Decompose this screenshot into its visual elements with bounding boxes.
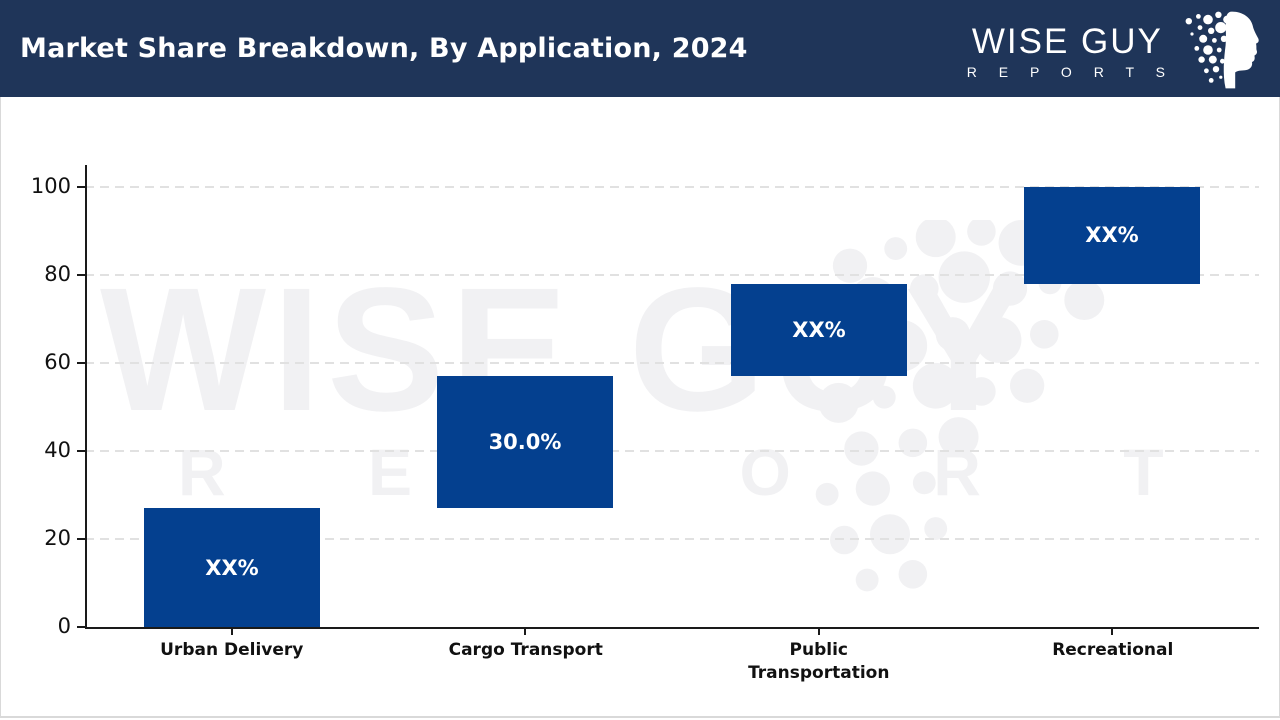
x-category-label-public-transportation: Public Transportation xyxy=(748,640,890,683)
brand-head-icon xyxy=(1176,10,1264,94)
y-tick-40 xyxy=(77,450,85,452)
gridline-60 xyxy=(85,362,1259,364)
bar-value-label: XX% xyxy=(1085,223,1139,248)
gridline-100 xyxy=(85,186,1259,188)
page-title: Market Share Breakdown, By Application, … xyxy=(20,33,748,64)
y-axis-line xyxy=(85,165,87,629)
x-axis-line xyxy=(85,627,1259,629)
y-tick-label-100: 100 xyxy=(30,174,71,198)
y-tick-label-20: 20 xyxy=(44,526,71,550)
bar-value-label: XX% xyxy=(205,555,259,580)
header: Market Share Breakdown, By Application, … xyxy=(0,0,1280,97)
brand-name: WISE GUY xyxy=(971,22,1163,61)
y-tick-0 xyxy=(77,626,85,628)
x-tick-recreational xyxy=(1111,627,1114,635)
x-tick-public-transportation xyxy=(817,627,820,635)
x-category-label-cargo-transport: Cargo Transport xyxy=(448,640,603,660)
bar-urban-delivery: XX% xyxy=(144,508,320,627)
y-tick-20 xyxy=(77,538,85,540)
bar-cargo-transport: 30.0% xyxy=(437,376,613,509)
y-tick-label-0: 0 xyxy=(57,614,71,638)
gridline-80 xyxy=(85,274,1259,276)
y-tick-80 xyxy=(77,274,85,276)
x-category-label-recreational: Recreational xyxy=(1052,640,1174,660)
x-category-label-urban-delivery: Urban Delivery xyxy=(160,640,304,660)
x-tick-cargo-transport xyxy=(524,627,527,635)
bar-public-transportation: XX% xyxy=(731,283,907,377)
y-tick-label-60: 60 xyxy=(44,350,71,374)
y-tick-60 xyxy=(77,362,85,364)
brand-text: WISE GUY R E P O R T S xyxy=(961,23,1174,81)
y-tick-100 xyxy=(77,186,85,188)
brand-tagline: R E P O R T S xyxy=(966,64,1174,80)
brand-logo: WISE GUY R E P O R T S xyxy=(961,10,1264,94)
bar-value-label: XX% xyxy=(792,317,846,342)
gridline-40 xyxy=(85,450,1259,452)
gridline-20 xyxy=(85,538,1259,540)
y-tick-label-80: 80 xyxy=(44,262,71,286)
bar-value-label: 30.0% xyxy=(488,430,562,455)
bar-recreational: XX% xyxy=(1024,187,1200,284)
watermark-brand-tagline: R E P O R T S xyxy=(178,435,1280,509)
x-tick-urban-delivery xyxy=(230,627,233,635)
y-tick-label-40: 40 xyxy=(44,438,71,462)
